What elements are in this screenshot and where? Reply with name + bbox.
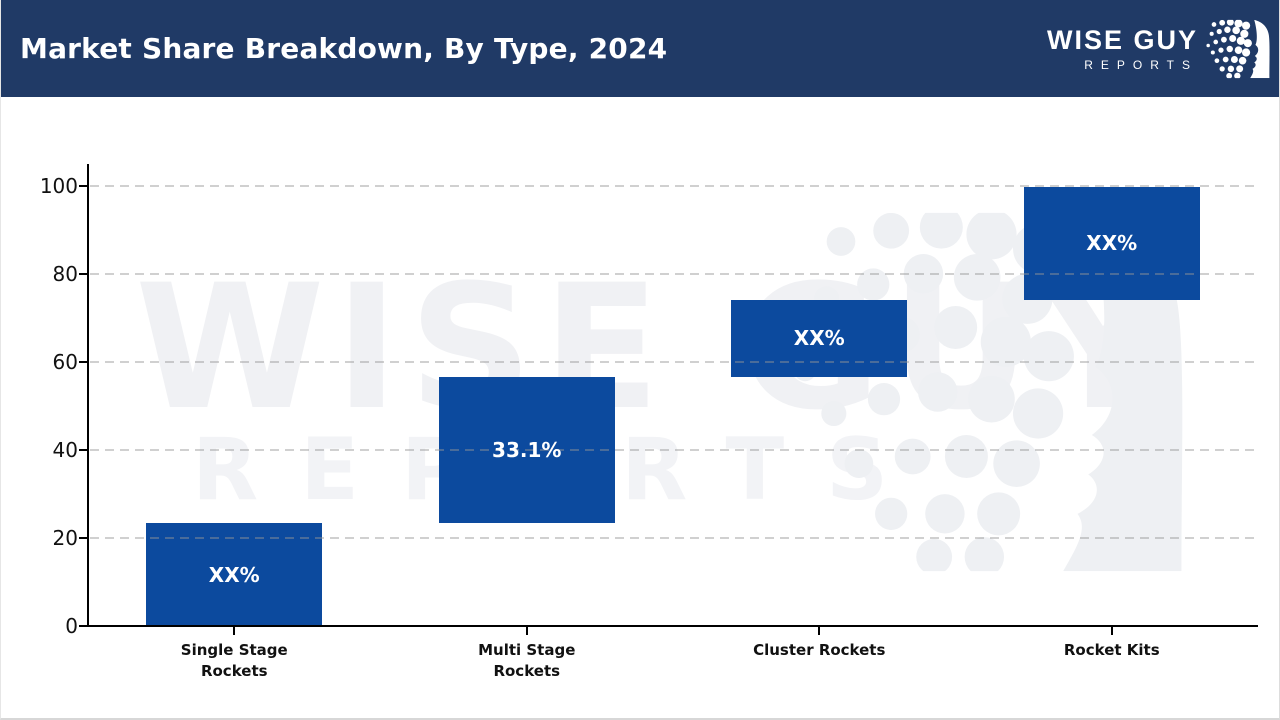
y-tick-mark [79,537,88,539]
x-tick-mark [818,627,821,635]
logo-secondary-text: REPORTS [1084,57,1198,72]
bar-1 [146,523,323,626]
bar-value-label-2: 33.1% [492,438,562,463]
y-tick-mark [79,361,88,363]
wiseguy-logo: WISE GUY REPORTS [1047,9,1280,89]
x-axis-line [87,625,1258,627]
bar-value-label-1: XX% [208,562,260,587]
bar-3 [731,299,908,378]
header-bar: Market Share Breakdown, By Type, 2024 WI… [0,0,1280,97]
bar-value-label-3: XX% [793,326,845,351]
x-tick-mark [1110,627,1113,635]
x-tick-mark [233,627,236,635]
y-tick-label-80: 80 [52,262,78,286]
x-tick-mark [525,627,528,635]
gridline-20 [90,537,1258,539]
y-tick-label-40: 40 [52,438,78,462]
y-tick-label-100: 100 [39,174,78,198]
y-tick-mark [79,449,88,451]
bar-2 [438,377,615,524]
gridline-80 [90,273,1258,275]
logo-text: WISE GUY REPORTS [1047,26,1198,72]
bar-value-label-4: XX% [1086,231,1138,256]
y-tick-mark [79,625,88,627]
gridline-60 [90,361,1258,363]
x-category-label-3: Cluster Rockets [753,641,886,659]
gridline-40 [90,449,1258,451]
y-axis-line [87,164,89,627]
bar-4 [1023,186,1200,300]
page-title: Market Share Breakdown, By Type, 2024 [20,32,668,65]
y-tick-mark [79,185,88,187]
y-tick-label-0: 0 [65,614,78,638]
y-tick-label-60: 60 [52,350,78,374]
x-category-label-2: Multi Stage Rockets [478,641,576,680]
dot-face-logo-icon [1200,9,1270,89]
y-tick-mark [79,273,88,275]
x-category-label-4: Rocket Kits [1063,641,1160,659]
plot-area: WISE GUY REPORTS XX%Single Stage Rockets… [0,97,1280,718]
y-tick-label-20: 20 [52,526,78,550]
x-category-label-1: Single Stage Rockets [180,641,288,680]
logo-primary-text: WISE GUY [1046,24,1198,55]
gridline-100 [90,185,1258,187]
